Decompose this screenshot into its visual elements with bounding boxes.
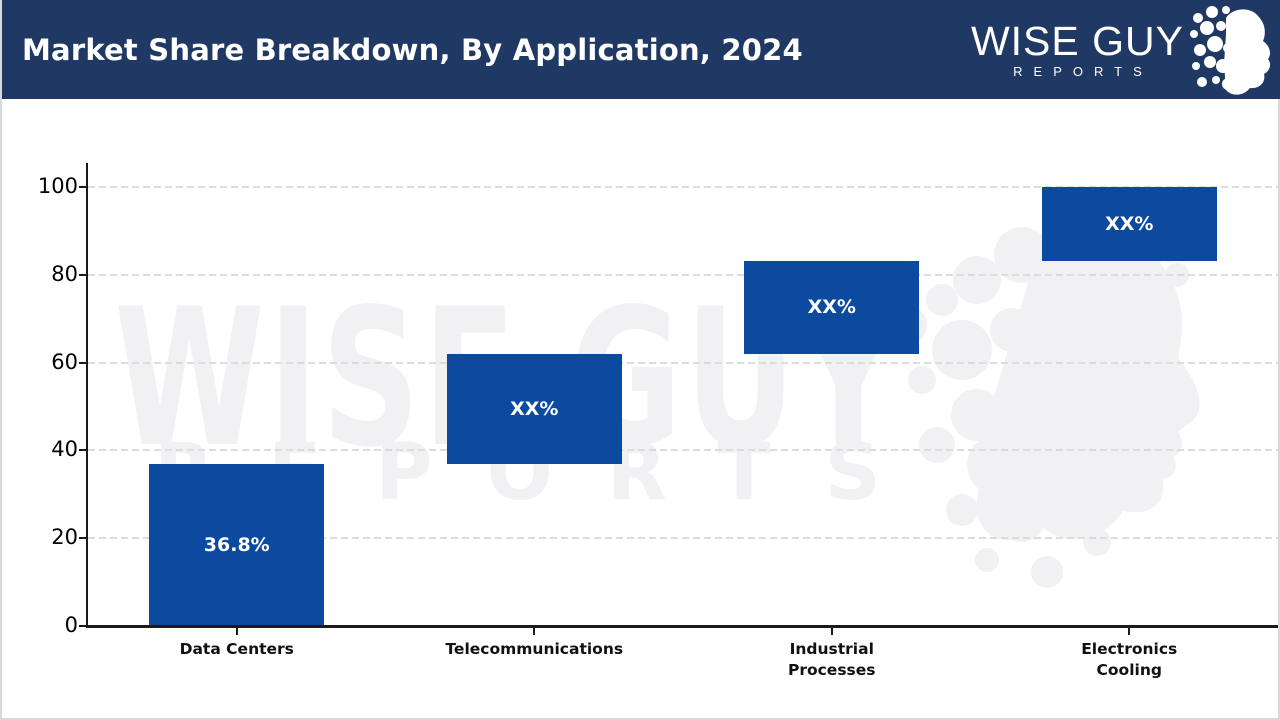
y-tick-label: 0	[64, 613, 78, 637]
bar-value-label: XX%	[807, 296, 856, 319]
y-tick-label: 60	[51, 349, 78, 374]
gridline	[88, 537, 1278, 540]
bar: XX%	[446, 353, 622, 465]
page-title: Market Share Breakdown, By Application, …	[22, 32, 803, 67]
header-band: Market Share Breakdown, By Application, …	[2, 0, 1280, 99]
y-tick-mark	[79, 449, 87, 452]
bar-value-label: 36.8%	[203, 534, 270, 557]
bar: 36.8%	[149, 464, 325, 626]
x-tick-mark	[235, 626, 238, 635]
y-tick-label: 80	[51, 261, 78, 286]
y-tick-mark	[79, 186, 87, 189]
x-axis-line	[86, 625, 1278, 628]
y-tick-label: 20	[51, 525, 78, 550]
x-category-label: Data Centers	[179, 640, 294, 658]
gridline	[88, 273, 1278, 276]
x-category-label: Telecommunications	[445, 640, 624, 658]
logo-wordmark: WISE GUY	[970, 18, 1184, 64]
y-tick-mark	[79, 361, 87, 364]
watermark-head-icon	[887, 214, 1200, 588]
x-category-label: Electronics Cooling	[1081, 640, 1178, 679]
y-tick-mark	[79, 537, 87, 540]
y-tick-label: 100	[37, 174, 78, 199]
x-tick-mark	[830, 626, 833, 635]
bar-value-label: XX%	[510, 398, 559, 421]
gridline	[88, 361, 1278, 364]
x-category-label: Industrial Processes	[787, 640, 876, 679]
plot-area: 36.8% XX% XX% XX%	[88, 163, 1278, 626]
wise-guy-logo: WISE GUY REPORTS	[971, 4, 1272, 96]
y-axis-line	[86, 163, 88, 628]
y-tick-mark	[79, 273, 87, 276]
logo-text: WISE GUY REPORTS	[971, 20, 1184, 79]
y-tick-mark	[79, 625, 87, 627]
bar: XX%	[744, 260, 920, 354]
bar-value-label: XX%	[1105, 212, 1154, 235]
logo-subtitle: REPORTS	[1013, 64, 1153, 79]
x-tick-mark	[533, 626, 536, 635]
gridline	[88, 449, 1278, 452]
logo-head-icon	[1190, 5, 1271, 95]
gridline	[88, 186, 1278, 189]
bar: XX%	[1041, 187, 1217, 261]
x-tick-mark	[1128, 626, 1131, 635]
y-tick-label: 40	[51, 437, 78, 462]
